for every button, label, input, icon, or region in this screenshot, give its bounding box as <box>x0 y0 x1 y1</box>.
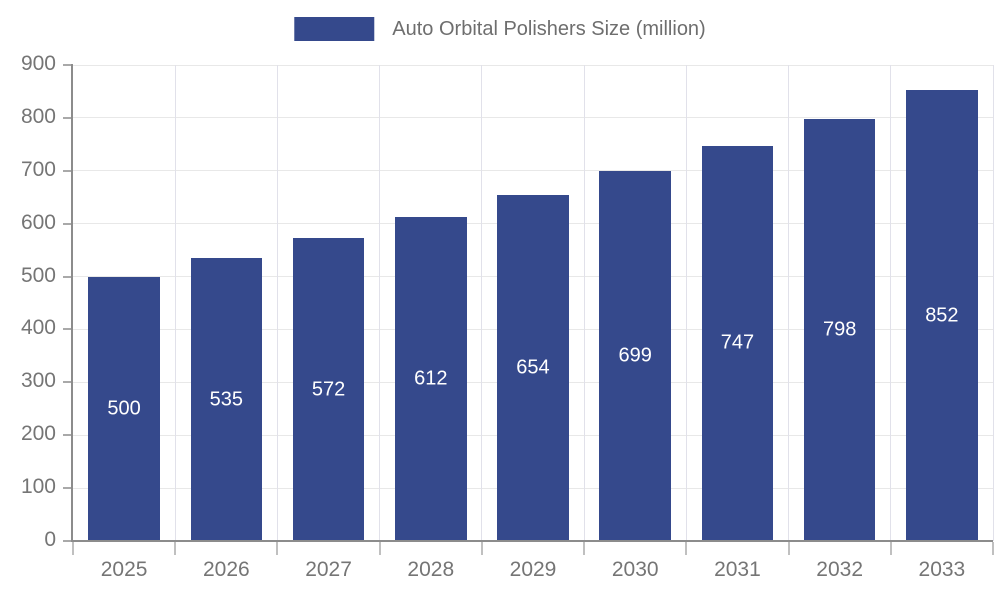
plot-area: 500 535 572 612 654 699 747 798 852 <box>73 64 994 541</box>
x-axis-tick <box>685 542 688 555</box>
x-axis-tick <box>174 542 177 555</box>
x-axis-tick <box>378 542 381 555</box>
bar[interactable]: 699 <box>599 171 671 541</box>
y-axis-tick <box>63 116 71 119</box>
bar-value-label: 798 <box>822 318 857 341</box>
bar-value-label: 572 <box>311 378 346 401</box>
y-axis-tick <box>63 328 71 331</box>
x-axis-tick <box>787 542 790 555</box>
bar[interactable]: 612 <box>395 217 467 541</box>
x-axis-tick-label: 2029 <box>509 558 557 581</box>
bar-value-label: 747 <box>720 331 755 354</box>
bar[interactable]: 852 <box>906 90 978 541</box>
y-axis-tick <box>63 487 71 490</box>
y-axis-tick-label: 200 <box>20 422 56 446</box>
y-axis-tick-label: 900 <box>20 52 56 75</box>
y-axis-tick-label: 600 <box>20 210 56 234</box>
v-gridline <box>481 65 483 541</box>
y-axis-tick <box>63 540 71 542</box>
v-gridline <box>992 65 994 541</box>
v-gridline <box>174 65 176 541</box>
x-axis-line <box>71 540 993 542</box>
y-axis-tick-label: 300 <box>20 369 56 393</box>
x-axis-tick <box>889 542 892 555</box>
x-axis-tick-label: 2033 <box>918 558 966 581</box>
y-axis-tick <box>63 169 71 172</box>
bar[interactable]: 654 <box>497 195 569 541</box>
bar[interactable]: 747 <box>701 145 774 541</box>
x-axis-tick-label: 2030 <box>611 558 659 581</box>
bar[interactable]: 572 <box>292 238 365 541</box>
bar-value-label: 612 <box>414 367 448 390</box>
bar-value-label: 852 <box>925 304 959 327</box>
x-axis-tick <box>276 542 279 555</box>
v-gridline <box>379 65 381 541</box>
x-axis-tick-label: 2028 <box>407 558 455 581</box>
bar-value-label: 535 <box>209 388 243 411</box>
h-gridline <box>73 117 993 119</box>
y-axis-tick <box>63 64 71 66</box>
h-gridline <box>73 64 993 66</box>
v-gridline <box>583 65 585 541</box>
x-axis-tick-label: 2032 <box>816 558 864 581</box>
x-axis-tick <box>992 542 994 555</box>
bar[interactable]: 535 <box>190 258 263 541</box>
y-axis-tick-label: 0 <box>44 528 56 551</box>
x-axis-tick <box>583 542 586 555</box>
y-axis-tick-label: 400 <box>20 316 56 340</box>
bar-value-label: 654 <box>516 356 550 379</box>
y-axis-tick-label: 100 <box>20 475 56 499</box>
v-gridline <box>788 65 790 541</box>
y-axis-tick-label: 500 <box>20 263 56 287</box>
x-axis-tick-label: 2026 <box>202 558 250 581</box>
x-axis-tick-label: 2025 <box>100 558 148 581</box>
y-axis-line <box>71 64 73 542</box>
y-axis-tick <box>63 434 71 437</box>
v-gridline <box>276 65 278 541</box>
bar[interactable]: 500 <box>88 276 160 541</box>
legend-label: Auto Orbital Polishers Size (million) <box>392 17 706 40</box>
x-axis-tick-label: 2027 <box>305 558 352 581</box>
v-gridline <box>685 65 687 541</box>
x-axis-tick <box>72 542 74 555</box>
y-axis-tick-label: 800 <box>20 104 56 128</box>
y-axis-tick <box>63 275 71 278</box>
y-axis-tick <box>63 222 71 225</box>
chart-legend[interactable]: Auto Orbital Polishers Size (million) <box>294 17 706 41</box>
x-axis-tick-label: 2031 <box>714 558 761 581</box>
y-axis-tick <box>63 381 71 384</box>
v-gridline <box>890 65 892 541</box>
bar[interactable]: 798 <box>803 118 876 541</box>
bar-value-label: 699 <box>618 344 652 367</box>
bar-value-label: 500 <box>107 397 141 420</box>
y-axis-tick-label: 700 <box>20 157 56 181</box>
h-gridline <box>73 170 993 172</box>
x-axis-tick <box>480 542 483 555</box>
legend-swatch <box>294 17 375 41</box>
